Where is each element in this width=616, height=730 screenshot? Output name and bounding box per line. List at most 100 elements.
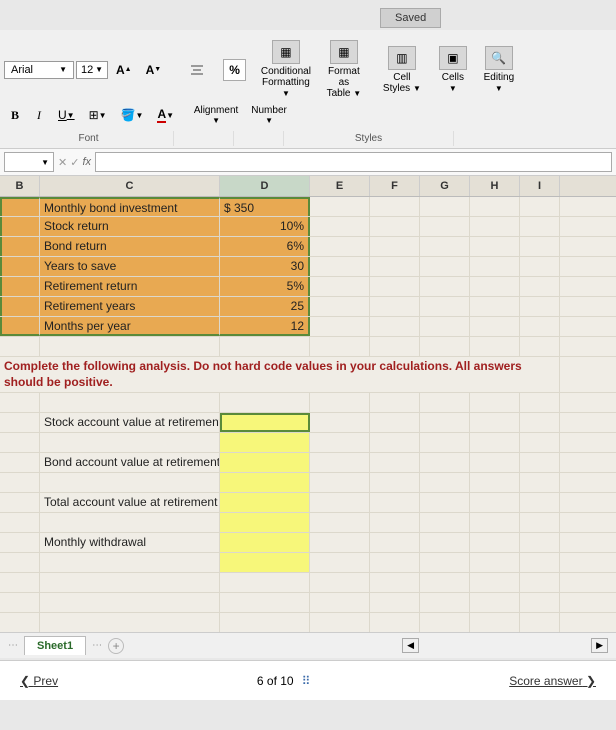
cell-B[interactable]	[0, 533, 40, 552]
cell-F[interactable]	[370, 473, 420, 492]
cell-E[interactable]	[310, 217, 370, 236]
cell-F[interactable]	[370, 237, 420, 256]
cell-H[interactable]	[470, 473, 520, 492]
cell-C[interactable]: Retirement years	[40, 297, 220, 316]
cell-I[interactable]	[520, 297, 560, 316]
cell-G[interactable]	[420, 337, 470, 356]
cell-G[interactable]	[420, 393, 470, 412]
cell-B[interactable]	[0, 393, 40, 412]
cell-D[interactable]	[220, 337, 310, 356]
cell-G[interactable]	[420, 613, 470, 632]
cell-F[interactable]	[370, 197, 420, 216]
tab-more-icon[interactable]: ⋯	[92, 640, 102, 651]
cell-B[interactable]	[0, 337, 40, 356]
col-header-D[interactable]: D	[220, 176, 310, 196]
cell-B[interactable]	[0, 413, 40, 432]
prev-link[interactable]: ❮ Prev	[20, 674, 58, 688]
formula-input[interactable]	[95, 152, 612, 172]
cell-E[interactable]	[310, 277, 370, 296]
cell-E[interactable]	[310, 257, 370, 276]
cell-I[interactable]	[520, 513, 560, 532]
cell-D[interactable]: $ 350	[220, 197, 310, 216]
cell-I[interactable]	[520, 433, 560, 452]
cell-G[interactable]	[420, 533, 470, 552]
cell-I[interactable]	[520, 453, 560, 472]
col-header-G[interactable]: G	[420, 176, 470, 196]
cell-D[interactable]	[220, 613, 310, 632]
cell-E[interactable]	[310, 197, 370, 216]
cell-G[interactable]	[420, 257, 470, 276]
score-answer-link[interactable]: Score answer ❯	[509, 674, 596, 688]
cell-C[interactable]: Bond return	[40, 237, 220, 256]
cell-D[interactable]	[220, 413, 310, 432]
cell-I[interactable]	[520, 337, 560, 356]
cell-E[interactable]	[310, 553, 370, 572]
cell-B[interactable]	[0, 513, 40, 532]
col-header-B[interactable]: B	[0, 176, 40, 196]
cell-G[interactable]	[420, 573, 470, 592]
cell-B[interactable]	[0, 297, 40, 316]
conditional-formatting-button[interactable]: ▦ Conditional Formatting ▼	[258, 38, 314, 101]
cell-H[interactable]	[470, 257, 520, 276]
cell-B[interactable]	[0, 277, 40, 296]
cell-I[interactable]	[520, 317, 560, 336]
cell-G[interactable]	[420, 453, 470, 472]
tab-nav-icon[interactable]: ⋯	[8, 640, 18, 651]
cell-C[interactable]: Total account value at retirement	[40, 493, 220, 512]
cell-H[interactable]	[470, 297, 520, 316]
cell-F[interactable]	[370, 337, 420, 356]
cell-G[interactable]	[420, 217, 470, 236]
cell-D[interactable]	[220, 533, 310, 552]
cell-I[interactable]	[520, 197, 560, 216]
cell-H[interactable]	[470, 237, 520, 256]
cell-E[interactable]	[310, 533, 370, 552]
cell-F[interactable]	[370, 393, 420, 412]
cell-C[interactable]	[40, 613, 220, 632]
scroll-left-icon[interactable]: ◀	[402, 638, 419, 653]
cell-D[interactable]	[220, 553, 310, 572]
cell-E[interactable]	[310, 473, 370, 492]
cell-B[interactable]	[0, 473, 40, 492]
cell-C[interactable]	[40, 337, 220, 356]
cell-C[interactable]: Retirement return	[40, 277, 220, 296]
cell-E[interactable]	[310, 317, 370, 336]
cell-styles-button[interactable]: ▥ Cell Styles ▼	[374, 44, 430, 96]
cell-H[interactable]	[470, 433, 520, 452]
cell-D[interactable]	[220, 393, 310, 412]
font-color-button[interactable]: A ▼	[151, 103, 180, 127]
cell-E[interactable]	[310, 573, 370, 592]
cell-F[interactable]	[370, 433, 420, 452]
cell-E[interactable]	[310, 297, 370, 316]
cell-I[interactable]	[520, 257, 560, 276]
underline-button[interactable]: U ▼	[52, 104, 81, 126]
check-icon[interactable]: ✓	[70, 156, 79, 169]
cell-B[interactable]	[0, 217, 40, 236]
cell-I[interactable]	[520, 533, 560, 552]
cell-D[interactable]	[220, 573, 310, 592]
cell-C[interactable]	[40, 473, 220, 492]
fill-color-button[interactable]: 🪣 ▼	[115, 104, 150, 126]
cell-C[interactable]: Monthly withdrawal	[40, 533, 220, 552]
border-button[interactable]: ⊞ ▼	[83, 104, 113, 126]
scroll-right-icon[interactable]: ▶	[591, 638, 608, 653]
col-header-H[interactable]: H	[470, 176, 520, 196]
cell-F[interactable]	[370, 573, 420, 592]
cell-G[interactable]	[420, 277, 470, 296]
cell-D[interactable]	[220, 473, 310, 492]
name-box[interactable]: ▼	[4, 152, 54, 172]
cell-I[interactable]	[520, 593, 560, 612]
cell-B[interactable]	[0, 257, 40, 276]
decrease-font-button[interactable]: A▼	[140, 59, 168, 81]
col-header-F[interactable]: F	[370, 176, 420, 196]
font-size-select[interactable]: 12 ▼	[76, 61, 108, 79]
cell-D[interactable]: 10%	[220, 217, 310, 236]
col-header-I[interactable]: I	[520, 176, 560, 196]
cell-B[interactable]	[0, 317, 40, 336]
cell-C[interactable]: Months per year	[40, 317, 220, 336]
cell-F[interactable]	[370, 593, 420, 612]
align-center-button[interactable]	[183, 60, 211, 80]
cell-B[interactable]	[0, 237, 40, 256]
cell-D[interactable]	[220, 513, 310, 532]
cell-D[interactable]: 5%	[220, 277, 310, 296]
cell-B[interactable]	[0, 593, 40, 612]
